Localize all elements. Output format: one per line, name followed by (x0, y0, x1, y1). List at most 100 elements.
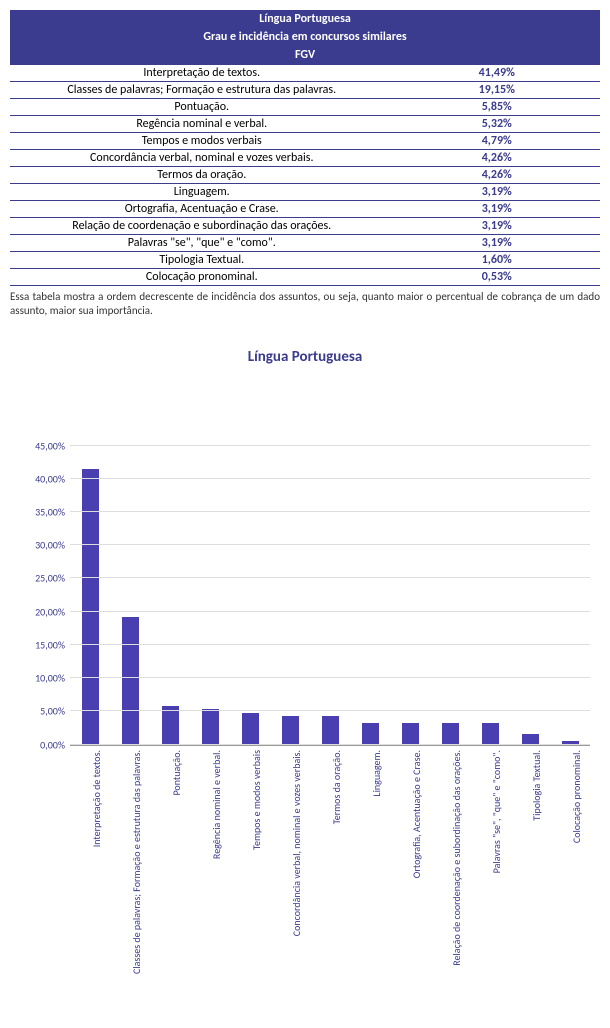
y-tick-label: 15,00% (20, 638, 65, 651)
x-tick-label: Termos da oração. (330, 750, 343, 824)
y-tick-label: 20,00% (20, 605, 65, 618)
bar-slot (270, 446, 310, 745)
table-row: Palavras "se", "que" e "como".3,19% (10, 235, 600, 252)
grid-line: 45,00% (70, 445, 590, 446)
y-tick-label: 40,00% (20, 472, 65, 485)
bar (202, 709, 219, 744)
topic-cell: Classes de palavras; Formação e estrutur… (10, 82, 394, 98)
pct-cell: 3,19% (394, 218, 601, 234)
table-row: Termos da oração.4,26% (10, 167, 600, 184)
grid-line: 5,00% (70, 710, 590, 711)
bar (242, 713, 259, 745)
x-tick-label: Linguagem. (370, 750, 383, 797)
topic-table: Língua Portuguesa Grau e incidência em c… (10, 10, 600, 286)
bar-slot (510, 446, 550, 745)
table-row: Tempos e modos verbais4,79% (10, 133, 600, 150)
topic-cell: Interpretação de textos. (10, 65, 394, 81)
bars-container (70, 446, 590, 745)
bar (282, 716, 299, 744)
bar-slot (470, 446, 510, 745)
grid-line: 30,00% (70, 544, 590, 545)
y-tick-label: 10,00% (20, 672, 65, 685)
topic-cell: Concordância verbal, nominal e vozes ver… (10, 150, 394, 166)
pct-cell: 0,53% (394, 269, 601, 285)
table-row: Classes de palavras; Formação e estrutur… (10, 82, 600, 99)
bar (322, 716, 339, 744)
bar (482, 723, 499, 744)
pct-cell: 5,32% (394, 116, 601, 132)
plot-area: 0,00% 5,00% 10,00% 15,00% 20,00% 25,00% 30,00%… (70, 446, 590, 746)
table-header-line3: FGV (10, 46, 600, 64)
x-tick-label: Palavras "se", "que" e "como". (490, 750, 503, 873)
bar-slot (550, 446, 590, 745)
bar-slot (350, 446, 390, 745)
x-tick-label: Tempos e modos verbais (250, 750, 263, 850)
topic-cell: Palavras "se", "que" e "como". (10, 235, 394, 251)
topic-cell: Pontuação. (10, 99, 394, 115)
bar-slot (70, 446, 110, 745)
pct-cell: 4,26% (394, 167, 601, 183)
bar-slot (390, 446, 430, 745)
pct-cell: 5,85% (394, 99, 601, 115)
table-header-line1: Língua Portuguesa (10, 10, 600, 28)
table-row: Interpretação de textos.41,49% (10, 64, 600, 82)
bar (122, 617, 139, 744)
bar-slot (230, 446, 270, 745)
y-tick-label: 45,00% (20, 439, 65, 452)
y-tick-label: 5,00% (20, 705, 65, 718)
topic-cell: Relação de coordenação e subordinação da… (10, 218, 394, 234)
table-caption: Essa tabela mostra a ordem decrescente d… (10, 290, 600, 318)
bar (162, 706, 179, 745)
grid-line: 35,00% (70, 511, 590, 512)
grid-line: 20,00% (70, 611, 590, 612)
grid-line: 40,00% (70, 478, 590, 479)
table-row: Regência nominal e verbal.5,32% (10, 116, 600, 133)
y-tick-label: 30,00% (20, 539, 65, 552)
pct-cell: 4,26% (394, 150, 601, 166)
pct-cell: 3,19% (394, 201, 601, 217)
pct-cell: 4,79% (394, 133, 601, 149)
pct-cell: 3,19% (394, 184, 601, 200)
topic-cell: Colocação pronominal. (10, 269, 394, 285)
bar-slot (150, 446, 190, 745)
topic-cell: Termos da oração. (10, 167, 394, 183)
pct-cell: 19,15% (394, 82, 601, 98)
table-row: Relação de coordenação e subordinação da… (10, 218, 600, 235)
bar-slot (310, 446, 350, 745)
x-tick-label: Regência nominal e verbal. (210, 750, 223, 859)
grid-line: 15,00% (70, 644, 590, 645)
x-tick-label: Ortografia, Acentuação e Crase. (410, 750, 423, 878)
table-row: Tipologia Textual.1,60% (10, 252, 600, 269)
bar (442, 723, 459, 744)
x-tick-label: Tipologia Textual. (530, 750, 543, 821)
bar-slot (110, 446, 150, 745)
grid-line: 0,00% (70, 744, 590, 745)
x-tick-label: Concordância verbal, nominal e vozes ver… (290, 750, 303, 936)
y-tick-label: 0,00% (20, 738, 65, 751)
table-row: Pontuação.5,85% (10, 99, 600, 116)
table-header-line2: Grau e incidência em concursos similares (10, 28, 600, 46)
y-tick-label: 35,00% (20, 505, 65, 518)
bar-slot (430, 446, 470, 745)
topic-cell: Linguagem. (10, 184, 394, 200)
topic-cell: Regência nominal e verbal. (10, 116, 394, 132)
table-row: Colocação pronominal.0,53% (10, 269, 600, 286)
bar (402, 723, 419, 744)
chart-title: Língua Portuguesa (10, 348, 600, 366)
bar (362, 723, 379, 744)
grid-line: 25,00% (70, 577, 590, 578)
pct-cell: 1,60% (394, 252, 601, 268)
topic-cell: Ortografia, Acentuação e Crase. (10, 201, 394, 217)
table-row: Linguagem.3,19% (10, 184, 600, 201)
x-tick-label: Interpretação de textos. (90, 750, 103, 847)
table-row: Ortografia, Acentuação e Crase.3,19% (10, 201, 600, 218)
topic-cell: Tempos e modos verbais (10, 133, 394, 149)
bar-slot (190, 446, 230, 745)
x-tick-label: Colocação pronominal. (570, 750, 583, 843)
x-tick-label: Pontuação. (170, 750, 183, 796)
topic-cell: Tipologia Textual. (10, 252, 394, 268)
grid-line: 10,00% (70, 677, 590, 678)
y-tick-label: 25,00% (20, 572, 65, 585)
pct-cell: 41,49% (394, 65, 601, 81)
bar-chart: 0,00% 5,00% 10,00% 15,00% 20,00% 25,00% 30,00%… (20, 446, 590, 746)
